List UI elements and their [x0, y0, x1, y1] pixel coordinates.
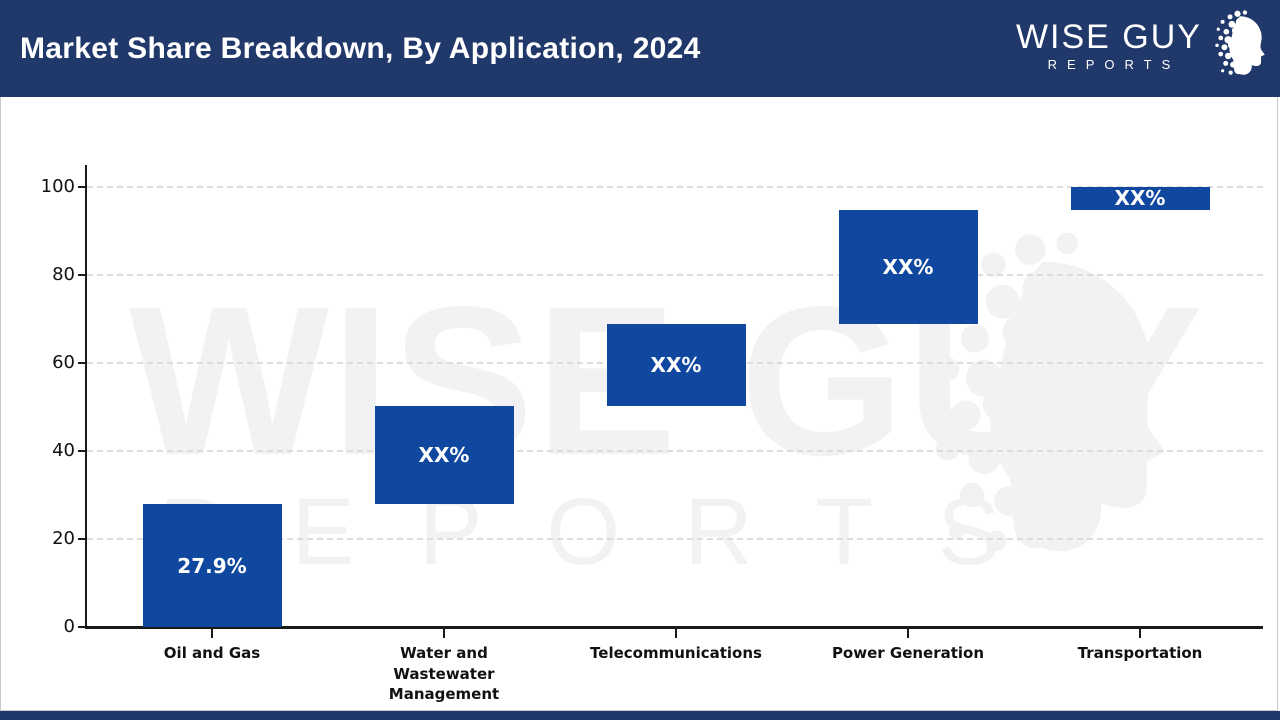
logo-wordmark: WISE GUY: [1015, 17, 1202, 56]
y-tick-mark: [78, 538, 86, 540]
page-title: Market Share Breakdown, By Application, …: [20, 31, 701, 65]
x-tick-mark: [211, 629, 213, 638]
y-tick-mark: [78, 274, 86, 276]
y-tick-mark: [78, 362, 86, 364]
bar-value-label: XX%: [650, 353, 702, 378]
x-tick-mark: [1139, 629, 1141, 638]
x-category-label: Transportation: [1077, 644, 1203, 662]
bar-oil-and-gas: 27.9%: [142, 504, 282, 627]
bar-telecommunications: XX%: [606, 324, 746, 407]
dotted-head-icon: [1215, 10, 1265, 75]
header-band: Market Share Breakdown, By Application, …: [0, 0, 1280, 97]
bar-value-label: 27.9%: [177, 553, 247, 578]
bar-power-generation: XX%: [838, 209, 978, 325]
y-axis: [85, 165, 87, 629]
y-tick-mark: [78, 186, 86, 188]
x-tick-mark: [443, 629, 445, 638]
y-tick-mark: [78, 626, 86, 628]
y-tick-label: 100: [40, 176, 75, 197]
x-category-label: Telecommunications: [590, 644, 762, 662]
x-tick-mark: [675, 629, 677, 638]
bar-value-label: XX%: [418, 443, 470, 468]
y-tick-label: 80: [52, 264, 75, 285]
x-category-label: Water and Wastewater Management: [388, 644, 500, 704]
waterfall-chart: 0 20 40 60 80 100 27.9% XX% XX% XX% XX% Oil and Gas…: [1, 97, 1279, 710]
content-area: WISE GUY REPORTS 02040608010027.9%XX%XX%…: [0, 97, 1278, 711]
watermark-subtitle: REPORTS: [159, 479, 1065, 585]
footer-band: [0, 711, 1280, 720]
x-axis: [85, 626, 1263, 629]
bar-transportation: XX%: [1070, 186, 1210, 211]
wise-guy-reports-logo: WISE GUY REPORTS: [1016, 6, 1266, 86]
gridline-20: [87, 538, 1263, 540]
gridline-100: [87, 186, 1263, 188]
x-category-label: Oil and Gas: [163, 644, 261, 662]
x-tick-mark: [907, 629, 909, 638]
bar-value-label: XX%: [1114, 186, 1166, 211]
logo-text: WISE GUY REPORTS: [1015, 17, 1202, 73]
logo-subtitle: REPORTS: [1047, 57, 1181, 73]
y-tick-label: 20: [52, 528, 75, 549]
bar-value-label: XX%: [882, 255, 934, 280]
gridline-40: [87, 450, 1263, 452]
y-tick-label: 40: [52, 440, 75, 461]
y-tick-label: 60: [52, 352, 75, 373]
watermark-head-icon: [920, 232, 1166, 552]
gridline-80: [87, 274, 1263, 276]
y-tick-mark: [78, 450, 86, 452]
x-category-label: Power Generation: [831, 644, 985, 662]
bar-water-and-wastewater-management: XX%: [374, 406, 514, 505]
y-tick-label: 0: [63, 616, 75, 637]
